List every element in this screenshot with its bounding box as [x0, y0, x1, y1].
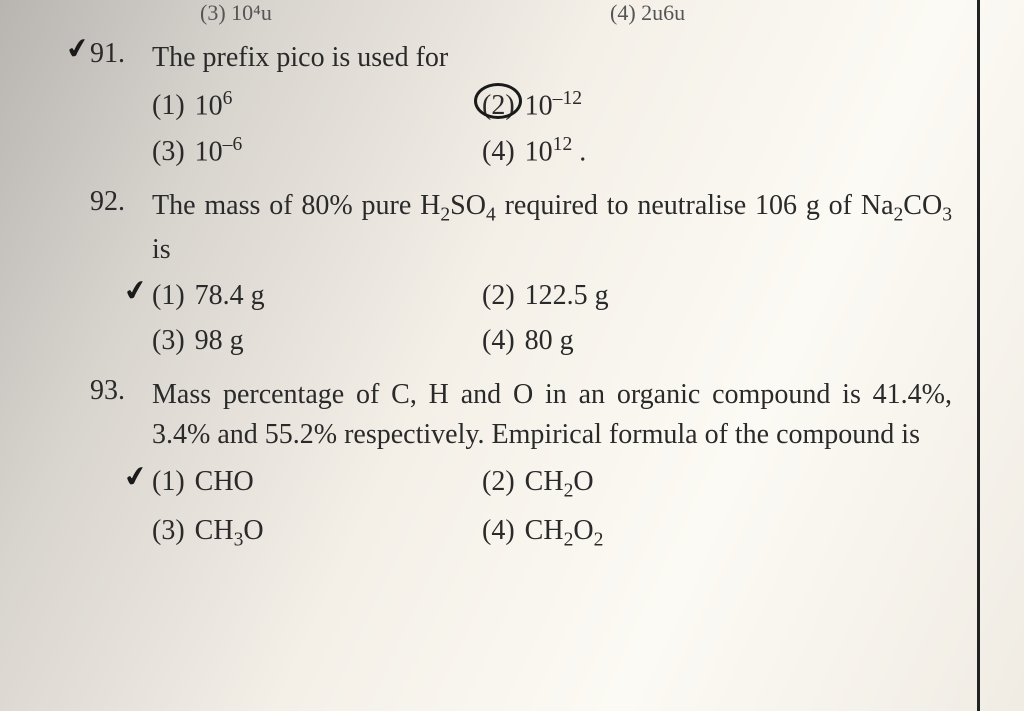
q92-options-row2: (3) 98 g (4) 80 g — [90, 321, 984, 360]
q91-options-row2: (3) 10–6 (4) 1012 . — [90, 131, 984, 172]
option-value: 98 g — [195, 321, 244, 360]
q91-text: The prefix pico is used for — [152, 38, 984, 79]
q93-option-1: ✔ (1) CHO — [152, 462, 482, 505]
fragment-top-right: (4) 2u6u — [610, 0, 685, 26]
q92-option-4: (4) 80 g — [482, 321, 812, 360]
option-number: (3) — [152, 511, 185, 550]
q92-option-3: (3) 98 g — [152, 321, 482, 360]
q91-options-row1: (1) 106 (2) 10–12 — [90, 85, 984, 126]
option-number: (2) — [482, 462, 515, 501]
option-number: (1) — [152, 276, 185, 315]
tick-mark-icon: ✔ — [121, 270, 151, 313]
option-number: (1) — [152, 462, 185, 501]
option-value: CH3O — [195, 511, 264, 554]
option-value: 1012 . — [525, 131, 587, 172]
q92-options-row1: ✔ (1) 78.4 g (2) 122.5 g — [90, 276, 984, 315]
option-value: 122.5 g — [525, 276, 609, 315]
q93-option-3: (3) CH3O — [152, 511, 482, 554]
option-value: 78.4 g — [195, 276, 265, 315]
q92-number: 92. — [90, 186, 125, 218]
tick-mark-icon: ✔ — [63, 30, 92, 68]
option-value: CH2O2 — [525, 511, 604, 554]
option-number: (3) — [152, 132, 185, 171]
q91-number: 91. — [90, 38, 125, 70]
q91-option-1: (1) 106 — [152, 85, 482, 126]
option-number: (2) — [482, 86, 515, 125]
q92-text: The mass of 80% pure H2SO4 required to n… — [152, 186, 952, 271]
option-value: CHO — [195, 462, 254, 501]
q91-option-3: (3) 10–6 — [152, 131, 482, 172]
option-value: 106 — [195, 85, 233, 126]
q93-options-row1: ✔ (1) CHO (2) CH2O — [90, 462, 984, 505]
question-91: ✔ 91. The prefix pico is used for (1) 10… — [90, 38, 984, 172]
question-92: 92. The mass of 80% pure H2SO4 required … — [90, 186, 984, 361]
fragment-top-left: (3) 10⁴u — [200, 0, 272, 26]
worksheet-page: (3) 10⁴u (4) 2u6u ✔ 91. The prefix pico … — [0, 0, 1024, 711]
option-value: CH2O — [525, 462, 594, 505]
option-number: (4) — [482, 321, 515, 360]
option-value: 10–6 — [195, 131, 243, 172]
q93-option-4: (4) CH2O2 — [482, 511, 812, 554]
option-value: 10–12 — [525, 85, 582, 126]
tick-mark-icon: ✔ — [121, 456, 151, 499]
q91-option-2: (2) 10–12 — [482, 85, 812, 126]
q92-option-1: ✔ (1) 78.4 g — [152, 276, 482, 315]
option-number: (2) — [482, 276, 515, 315]
option-number: (4) — [482, 132, 515, 171]
q93-option-2: (2) CH2O — [482, 462, 812, 505]
option-number: (4) — [482, 511, 515, 550]
q93-number: 93. — [90, 375, 125, 407]
option-value: 80 g — [525, 321, 574, 360]
q93-options-row2: (3) CH3O (4) CH2O2 — [90, 511, 984, 554]
q91-option-4: (4) 1012 . — [482, 131, 812, 172]
question-93: 93. Mass percentage of C, H and O in an … — [90, 375, 984, 554]
q92-option-2: (2) 122.5 g — [482, 276, 812, 315]
option-number: (1) — [152, 86, 185, 125]
option-number: (3) — [152, 321, 185, 360]
q93-text: Mass percentage of C, H and O in an orga… — [152, 375, 952, 456]
